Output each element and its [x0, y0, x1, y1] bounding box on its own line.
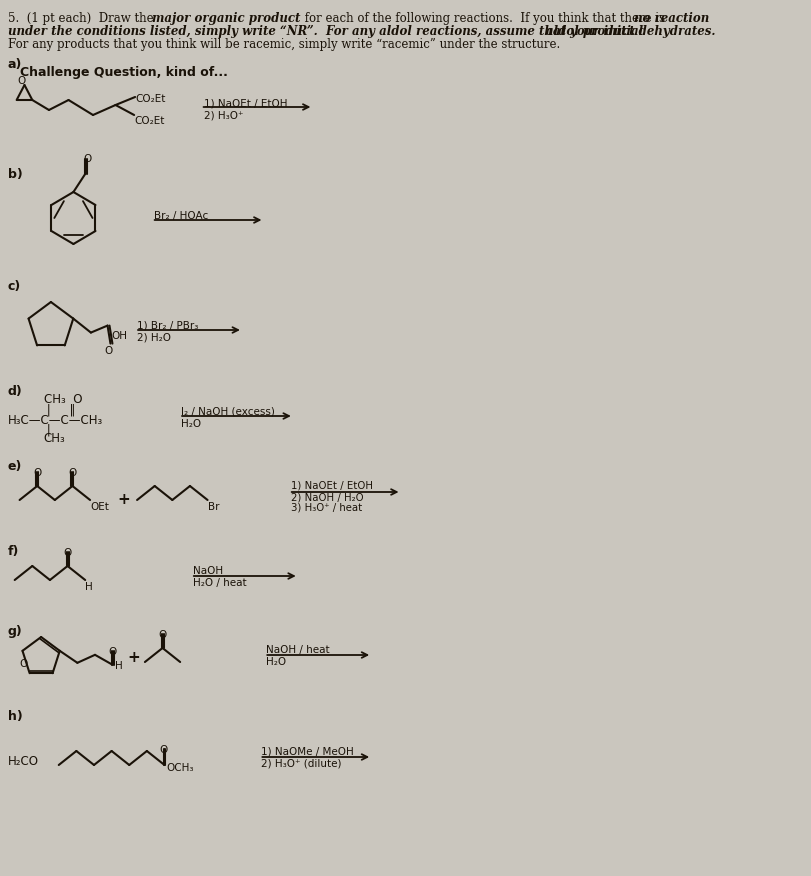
Text: for each of the following reactions.  If you think that there is: for each of the following reactions. If …	[301, 12, 668, 25]
Text: OCH₃: OCH₃	[166, 763, 194, 773]
Text: CH₃  O: CH₃ O	[44, 393, 83, 406]
Text: 5.  (1 pt each)  Draw the: 5. (1 pt each) Draw the	[8, 12, 157, 25]
Text: a): a)	[8, 58, 22, 71]
Text: H₂CO: H₂CO	[8, 755, 39, 768]
Text: Br₂ / HOAc: Br₂ / HOAc	[154, 211, 208, 221]
Text: b): b)	[8, 168, 23, 181]
Text: |     ‖: | ‖	[43, 404, 75, 417]
Text: OH: OH	[111, 330, 127, 341]
Text: OEt: OEt	[90, 502, 109, 512]
Text: 1) NaOMe / MeOH: 1) NaOMe / MeOH	[261, 747, 354, 757]
Text: +: +	[118, 492, 131, 507]
Text: f): f)	[8, 545, 19, 558]
Text: O: O	[18, 76, 26, 86]
Text: 2) H₃O⁺ (dilute): 2) H₃O⁺ (dilute)	[261, 759, 342, 769]
Text: O: O	[63, 548, 72, 558]
Text: 1) NaOEt / EtOH: 1) NaOEt / EtOH	[204, 99, 287, 109]
Text: e): e)	[8, 460, 22, 473]
Text: d): d)	[8, 385, 23, 398]
Text: Challenge Question, kind of...: Challenge Question, kind of...	[19, 66, 227, 79]
Text: CH₃: CH₃	[43, 432, 65, 445]
Text: 1) Br₂ / PBr₃: 1) Br₂ / PBr₃	[137, 321, 199, 331]
Text: c): c)	[8, 280, 21, 293]
Text: H₂O: H₂O	[181, 419, 201, 429]
Text: 2) H₂O: 2) H₂O	[137, 333, 171, 343]
Text: O: O	[69, 468, 77, 478]
Text: H₂O: H₂O	[266, 657, 286, 667]
Text: O: O	[160, 745, 168, 755]
Text: H₃C—C—C—CH₃: H₃C—C—C—CH₃	[8, 414, 103, 427]
Text: H: H	[85, 582, 93, 592]
Text: CO₂Et: CO₂Et	[135, 94, 165, 104]
Text: +: +	[127, 650, 140, 665]
Text: major organic product: major organic product	[152, 12, 300, 25]
Text: 2) H₃O⁺: 2) H₃O⁺	[204, 111, 243, 121]
Text: O: O	[159, 630, 167, 640]
Text: O: O	[105, 346, 113, 356]
Text: O: O	[19, 659, 28, 669]
Text: I₂ / NaOH (excess): I₂ / NaOH (excess)	[181, 406, 275, 416]
Text: 3) H₃O⁺ / heat: 3) H₃O⁺ / heat	[291, 503, 362, 513]
Text: Br: Br	[208, 502, 219, 512]
Text: under the conditions listed, simply write “NR”.  For any aldol reactions, assume: under the conditions listed, simply writ…	[8, 25, 647, 38]
Text: For any products that you think will be racemic, simply write “racemic” under th: For any products that you think will be …	[8, 38, 560, 51]
Text: H: H	[114, 661, 122, 671]
Text: h): h)	[8, 710, 23, 723]
Text: no reaction: no reaction	[634, 12, 710, 25]
Text: H₂O / heat: H₂O / heat	[193, 578, 247, 588]
Text: 2) NaOH / H₂O: 2) NaOH / H₂O	[291, 492, 363, 502]
Text: 1) NaOEt / EtOH: 1) NaOEt / EtOH	[291, 480, 373, 490]
Text: NaOH: NaOH	[193, 566, 223, 576]
Text: CO₂Et: CO₂Et	[134, 116, 165, 126]
Text: NaOH / heat: NaOH / heat	[266, 645, 330, 655]
Text: O: O	[84, 154, 92, 164]
Text: |: |	[43, 424, 51, 437]
Text: aldol product dehydrates.: aldol product dehydrates.	[547, 25, 716, 38]
Text: O: O	[109, 646, 117, 657]
Text: O: O	[33, 468, 41, 478]
Text: g): g)	[8, 625, 23, 638]
